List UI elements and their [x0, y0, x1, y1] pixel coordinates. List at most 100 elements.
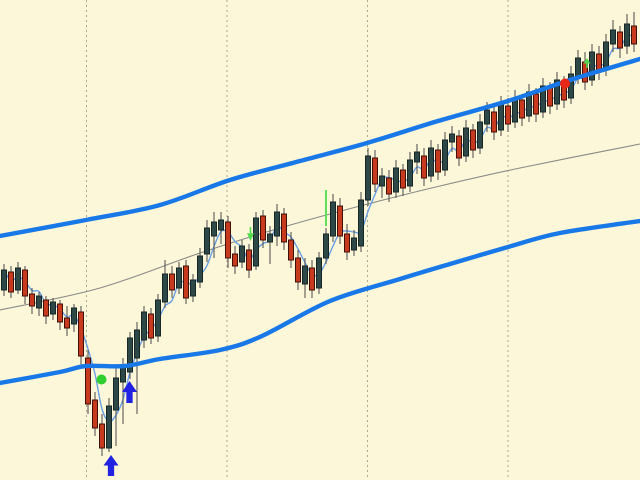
candle-body	[134, 329, 140, 359]
candlestick	[43, 296, 49, 324]
candle-body	[246, 249, 252, 271]
candlestick	[127, 332, 133, 379]
candle-body	[316, 257, 322, 289]
candle-body	[190, 279, 196, 297]
candlestick	[57, 300, 63, 330]
candlestick	[148, 308, 154, 344]
candle-body	[610, 29, 616, 45]
candlestick	[309, 260, 315, 298]
candle-body	[393, 167, 399, 193]
candle-body	[218, 219, 224, 231]
candle-body	[589, 51, 595, 81]
candle-body	[57, 303, 63, 323]
candle-body	[211, 221, 217, 237]
candlestick	[225, 216, 231, 268]
candlestick	[344, 224, 350, 260]
candle-body	[162, 273, 168, 303]
candle-body	[1, 269, 7, 291]
candlestick	[379, 168, 385, 198]
candlestick	[113, 368, 119, 446]
candlestick	[400, 164, 406, 196]
candlestick	[421, 148, 427, 186]
candlestick	[456, 130, 462, 166]
candle-body	[449, 133, 455, 143]
candle-body	[302, 265, 308, 285]
candlestick	[372, 150, 378, 192]
candle-body	[99, 423, 105, 449]
candlestick	[323, 228, 329, 264]
candle-body	[295, 257, 301, 283]
candlestick	[134, 322, 140, 414]
candlestick	[540, 78, 546, 118]
candlestick	[288, 232, 294, 268]
arrow-head	[583, 58, 591, 64]
slow-ma-line	[0, 143, 640, 311]
candle-body	[428, 147, 434, 177]
candle-body	[386, 177, 392, 195]
candlestick	[176, 262, 182, 294]
candlestick	[337, 198, 343, 244]
candlestick	[64, 306, 70, 336]
candle-body	[400, 169, 406, 189]
candle-body	[15, 267, 21, 291]
candle-body	[148, 313, 154, 339]
candle-body	[225, 221, 231, 259]
candlestick	[36, 292, 42, 316]
green-dot-marker	[96, 374, 107, 385]
candle-body	[554, 79, 560, 105]
candle-body	[71, 307, 77, 325]
red-dot-marker	[560, 78, 570, 89]
candle-body	[575, 57, 581, 77]
candlestick	[617, 26, 623, 58]
candle-body	[477, 121, 483, 149]
candle-body	[603, 41, 609, 71]
candlestick	[211, 212, 217, 258]
candlestick	[22, 266, 28, 304]
candle-body	[85, 357, 91, 405]
candlestick	[624, 14, 630, 54]
candle-body	[92, 399, 98, 429]
candle-body	[379, 175, 385, 187]
candlestick	[15, 262, 21, 294]
candlestick	[50, 298, 56, 320]
candlestick	[197, 248, 203, 288]
candlestick	[85, 350, 91, 414]
candlestick	[295, 250, 301, 290]
candlestick	[330, 194, 336, 242]
candlestick	[99, 414, 105, 456]
candle-body	[127, 337, 133, 373]
candle-body	[435, 149, 441, 173]
candle-body	[421, 155, 427, 179]
candle-body	[274, 211, 280, 237]
candle-body	[358, 199, 364, 247]
candlestick	[365, 148, 371, 206]
lime-down-arrow-icon	[247, 227, 254, 241]
candle-body	[533, 93, 539, 115]
candle-body	[372, 157, 378, 185]
candlestick	[190, 274, 196, 302]
candle-body	[547, 87, 553, 107]
candlestick	[1, 264, 7, 296]
candlestick	[442, 132, 448, 176]
candle-body	[414, 151, 420, 163]
candle-body	[204, 227, 210, 255]
candle-body	[365, 155, 371, 201]
candle-body	[463, 127, 469, 157]
candle-body	[288, 239, 294, 261]
candlestick	[253, 212, 259, 270]
candlestick	[78, 306, 84, 366]
candlestick	[316, 252, 322, 294]
candlestick	[554, 72, 560, 110]
candlestick	[281, 208, 287, 250]
candlestick	[155, 294, 161, 342]
candle-body	[260, 215, 266, 241]
candlestick	[260, 210, 266, 248]
candle-body	[155, 299, 161, 337]
candle-body	[29, 293, 35, 307]
candlestick	[449, 126, 455, 152]
candle-body	[141, 311, 147, 341]
candlestick	[470, 124, 476, 158]
candle-body	[491, 111, 497, 133]
